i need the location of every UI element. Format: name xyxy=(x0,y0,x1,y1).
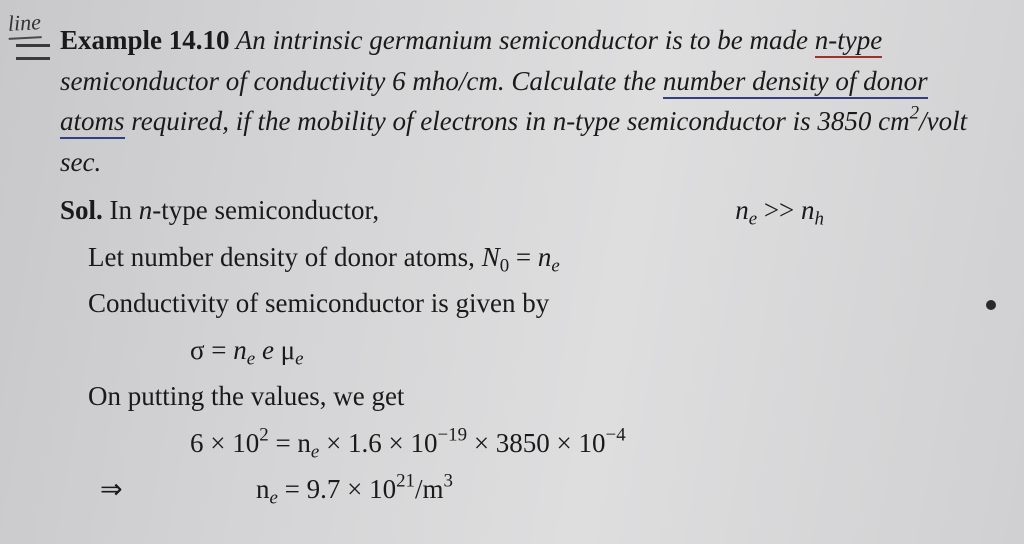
eq-a-mid: = n xyxy=(269,428,311,458)
eq-a-lhs-sup: 2 xyxy=(259,424,268,445)
margin-annotation: line xyxy=(7,9,41,40)
eq-b-unit: /m xyxy=(415,474,444,504)
eq-a-mid2: × 1.6 × 10 xyxy=(319,428,437,458)
solution-line-4: On putting the values, we get xyxy=(60,376,984,417)
problem-text-1: An intrinsic germanium semiconductor is … xyxy=(230,25,815,55)
example-problem: Example 14.10 An intrinsic germanium sem… xyxy=(60,20,984,182)
eq-a-mid3: × 3850 × 10 xyxy=(467,428,605,458)
eq-b-exp: 21 xyxy=(396,471,415,492)
equation-b: ⇒ ne = 9.7 × 1021/m3 xyxy=(60,469,984,510)
solution-block: Sol. In n-type semiconductor, ne >> nh L… xyxy=(60,190,984,510)
sol-text-2: Let number density of donor atoms, xyxy=(88,242,482,272)
eq-b-eq: = 9.7 × 10 xyxy=(278,474,396,504)
sigma-equation: σ = ne e μe xyxy=(60,330,984,371)
eq-a-exp2: −4 xyxy=(606,424,626,445)
equation-a: 6 × 102 = ne × 1.6 × 10−19 × 3850 × 10−4 xyxy=(60,423,984,464)
sol-text-1b: -type semiconductor, xyxy=(152,195,379,225)
sol-label: Sol. xyxy=(60,195,103,225)
sol-text-1a: In xyxy=(103,195,139,225)
implies-arrow: ⇒ xyxy=(100,469,250,510)
problem-text-3: required, if the mobility of electrons i… xyxy=(125,106,910,136)
eq-a-lhs: 6 × 10 xyxy=(190,428,259,458)
relation-ne-nh: ne >> nh xyxy=(735,190,984,231)
side-dot xyxy=(986,300,996,310)
ntype-underline: n-type xyxy=(815,25,882,58)
example-title: Example 14.10 xyxy=(60,25,230,55)
page-content: Example 14.10 An intrinsic germanium sem… xyxy=(60,20,984,510)
solution-line-2: Let number density of donor atoms, N0 = … xyxy=(60,237,984,278)
solution-line-3: Conductivity of semiconductor is given b… xyxy=(60,283,984,324)
unit-sup: 2 xyxy=(910,103,919,124)
eq-b-unit-sup: 3 xyxy=(444,471,453,492)
solution-line-1: Sol. In n-type semiconductor, ne >> nh xyxy=(60,190,984,231)
eq-a-exp1: −19 xyxy=(438,424,468,445)
eq-b-lhs: n xyxy=(256,474,270,504)
problem-text-2: semiconductor of conductivity 6 mho/cm. … xyxy=(60,66,663,96)
margin-rule xyxy=(16,44,50,60)
